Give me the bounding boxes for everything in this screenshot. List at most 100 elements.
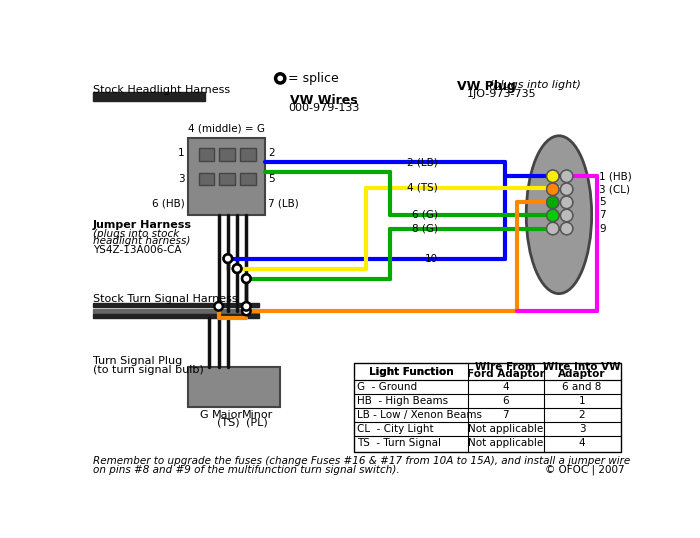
Text: VW Plug: VW Plug [457, 80, 520, 93]
Text: 10: 10 [425, 253, 438, 264]
Text: 1 (HB): 1 (HB) [599, 171, 631, 181]
Circle shape [223, 254, 232, 263]
Text: 2: 2 [268, 148, 274, 158]
Text: Adaptor: Adaptor [559, 369, 606, 379]
Text: 7: 7 [503, 410, 509, 420]
Text: Jumper Harness: Jumper Harness [93, 220, 192, 230]
Circle shape [561, 170, 573, 182]
Text: VW Wires: VW Wires [290, 94, 358, 107]
Text: 8 (G): 8 (G) [412, 224, 438, 233]
Text: 4 (TS): 4 (TS) [407, 183, 438, 193]
Text: 3: 3 [178, 174, 185, 183]
Text: TS  - Turn Signal: TS - Turn Signal [357, 437, 441, 448]
Text: HB  - High Beams: HB - High Beams [357, 396, 448, 406]
Bar [219, 173, 234, 186]
Text: 1: 1 [178, 148, 185, 158]
Text: YS4Z-13A006-CA: YS4Z-13A006-CA [93, 245, 181, 254]
Circle shape [547, 196, 559, 209]
Text: 1JO-973-735: 1JO-973-735 [466, 89, 536, 99]
Circle shape [547, 196, 559, 209]
Text: 5: 5 [599, 197, 605, 207]
Text: (TS): (TS) [216, 418, 239, 428]
Circle shape [242, 274, 251, 283]
Circle shape [561, 196, 573, 209]
Text: Ford Adaptor: Ford Adaptor [467, 369, 545, 379]
Text: (to turn signal bulb): (to turn signal bulb) [93, 365, 204, 375]
Text: headlight harness): headlight harness) [93, 236, 190, 246]
Text: 6 (HB): 6 (HB) [152, 198, 185, 208]
Text: Turn Signal Plug: Turn Signal Plug [93, 356, 182, 366]
Text: G: G [199, 410, 207, 420]
Circle shape [561, 183, 573, 195]
Text: 9: 9 [599, 224, 605, 233]
Text: (plugs into stock: (plugs into stock [93, 229, 179, 238]
Circle shape [561, 170, 573, 182]
Circle shape [561, 222, 573, 235]
Circle shape [547, 222, 559, 235]
Bar [93, 309, 258, 313]
Circle shape [223, 254, 232, 263]
Bar [188, 367, 280, 407]
Circle shape [214, 302, 223, 310]
Circle shape [561, 183, 573, 195]
Circle shape [242, 307, 251, 315]
Text: 4: 4 [579, 437, 585, 448]
Circle shape [547, 222, 559, 235]
Text: 4 (middle) = G: 4 (middle) = G [188, 123, 265, 133]
Bar [188, 138, 265, 215]
Bar [93, 93, 204, 101]
Text: Minor: Minor [241, 410, 273, 420]
Circle shape [561, 209, 573, 222]
Text: Stock Headlight Harness: Stock Headlight Harness [93, 86, 230, 95]
Text: Light Function: Light Function [369, 367, 454, 377]
Text: 7 (LB): 7 (LB) [268, 198, 299, 208]
Text: (PL): (PL) [246, 418, 268, 428]
Text: = splice: = splice [288, 72, 339, 85]
Text: CL  - City Light: CL - City Light [357, 424, 434, 434]
Text: Not applicable: Not applicable [468, 424, 543, 434]
Text: 5: 5 [268, 174, 274, 183]
Text: Light Function: Light Function [369, 367, 454, 377]
Circle shape [561, 196, 573, 209]
Bar [240, 173, 256, 186]
Bar [93, 303, 258, 307]
Text: Remember to upgrade the fuses (change Fuses #16 & #17 from 10A to 15A), and inst: Remember to upgrade the fuses (change Fu… [93, 456, 631, 466]
Circle shape [561, 209, 573, 222]
Text: (plugs into light): (plugs into light) [489, 80, 581, 90]
Text: 7: 7 [599, 210, 605, 221]
Circle shape [547, 209, 559, 222]
Bar [354, 363, 620, 452]
Circle shape [547, 170, 559, 182]
Circle shape [547, 170, 559, 182]
Text: 2: 2 [579, 410, 585, 420]
Bar [93, 314, 258, 318]
Text: on pins #8 and #9 of the multifunction turn signal switch).: on pins #8 and #9 of the multifunction t… [93, 465, 400, 475]
Circle shape [547, 183, 559, 195]
Bar [199, 148, 214, 161]
Circle shape [547, 209, 559, 222]
Text: 4: 4 [503, 382, 509, 392]
Circle shape [547, 183, 559, 195]
Text: 2 (LB): 2 (LB) [407, 157, 438, 167]
Circle shape [233, 264, 242, 273]
Circle shape [276, 74, 285, 83]
Text: 3 (CL): 3 (CL) [599, 185, 630, 194]
Bar [199, 173, 214, 186]
Text: 1: 1 [579, 396, 585, 406]
Text: © OFOC | 2007: © OFOC | 2007 [545, 465, 624, 476]
Text: Wire From: Wire From [475, 362, 536, 372]
Text: 6 and 8: 6 and 8 [562, 382, 602, 392]
Bar [219, 148, 234, 161]
Text: 000-979-133: 000-979-133 [288, 103, 360, 113]
Bar [240, 148, 256, 161]
Text: Stock Turn Signal Harness: Stock Turn Signal Harness [93, 294, 238, 304]
Text: G  - Ground: G - Ground [357, 382, 417, 392]
Text: Not applicable: Not applicable [468, 437, 543, 448]
Text: Wire Into VW: Wire Into VW [543, 362, 621, 372]
Circle shape [233, 264, 242, 273]
Ellipse shape [526, 136, 592, 294]
Text: Major: Major [212, 410, 244, 420]
Text: 3: 3 [579, 424, 585, 434]
Text: 6 (G): 6 (G) [412, 210, 438, 220]
Circle shape [242, 302, 251, 310]
